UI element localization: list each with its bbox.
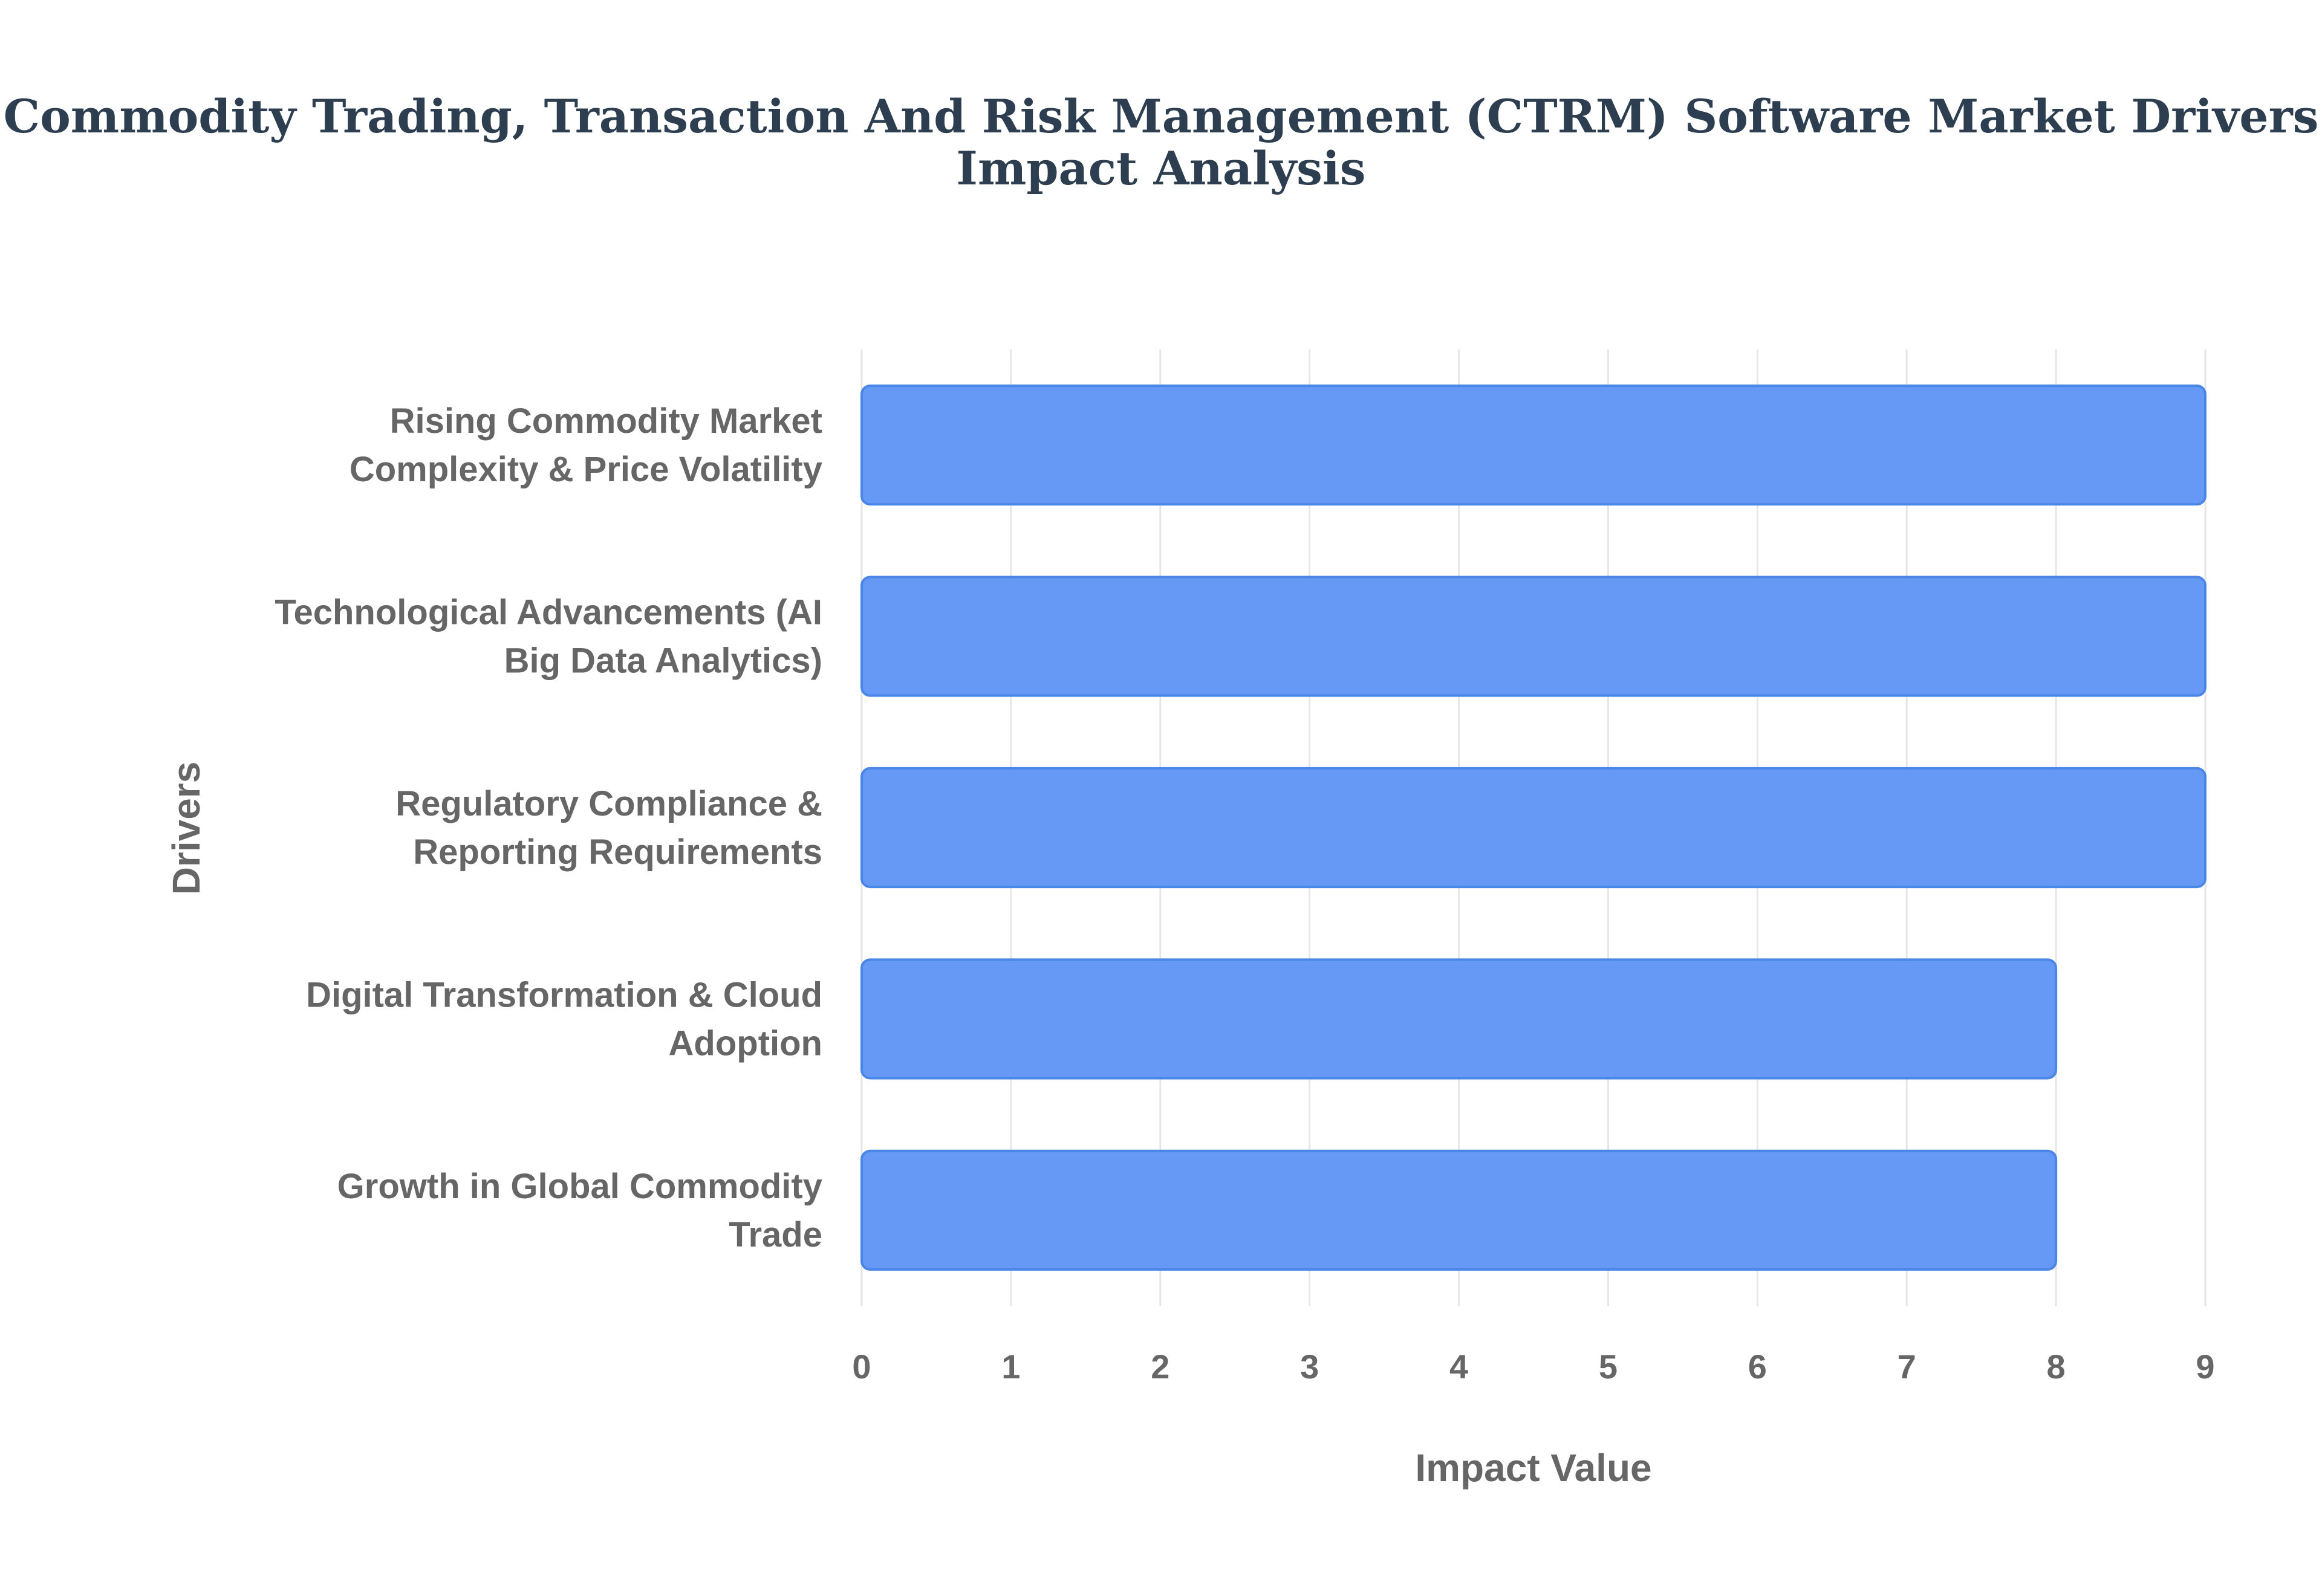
bar-5[interactable] bbox=[860, 1149, 2058, 1271]
bar-3[interactable] bbox=[860, 767, 2207, 889]
y-axis-category-labels: Rising Commodity Market Complexity & Pric… bbox=[275, 401, 822, 1254]
x-tick-label-8: 8 bbox=[2047, 1348, 2066, 1386]
bar-1[interactable] bbox=[860, 384, 2207, 506]
x-axis-ticks: 0 1 2 3 4 5 6 7 8 9 bbox=[852, 1348, 2214, 1386]
chart-title-line-1: Commodity Trading, Transaction And Risk … bbox=[3, 89, 2319, 143]
x-tick-label-1: 1 bbox=[1001, 1348, 1020, 1386]
x-tick-label-7: 7 bbox=[1898, 1348, 1916, 1386]
category-label-3-line-1: Regulatory Compliance & bbox=[395, 784, 822, 823]
x-tick-label-5: 5 bbox=[1599, 1348, 1618, 1386]
category-label-2-line-2: Big Data Analytics) bbox=[504, 641, 822, 681]
bar-2[interactable] bbox=[860, 576, 2207, 697]
category-label-5-line-1: Growth in Global Commodity bbox=[337, 1167, 822, 1206]
x-tick-label-9: 9 bbox=[2196, 1348, 2214, 1386]
x-axis-title: Impact Value bbox=[1415, 1446, 1651, 1490]
bars bbox=[860, 384, 2207, 1271]
x-tick-label-0: 0 bbox=[852, 1348, 871, 1386]
category-label-4-line-2: Adoption bbox=[669, 1023, 822, 1063]
x-tick-label-4: 4 bbox=[1449, 1348, 1468, 1386]
category-label-5-line-2: Trade bbox=[729, 1215, 822, 1254]
chart-title-line-2: Impact Analysis bbox=[956, 141, 1366, 195]
bar-4[interactable] bbox=[860, 958, 2058, 1080]
x-tick-label-2: 2 bbox=[1151, 1348, 1169, 1386]
category-label-2-line-1: Technological Advancements (AI bbox=[275, 593, 822, 632]
x-tick-label-6: 6 bbox=[1748, 1348, 1767, 1386]
y-axis-title: Drivers bbox=[164, 762, 208, 895]
category-label-1-line-2: Complexity & Price Volatility bbox=[350, 450, 822, 489]
category-label-3-line-2: Reporting Requirements bbox=[413, 832, 822, 872]
category-label-4-line-1: Digital Transformation & Cloud bbox=[306, 975, 822, 1014]
chart-title: Commodity Trading, Transaction And Risk … bbox=[0, 91, 2322, 195]
category-label-1-line-1: Rising Commodity Market bbox=[390, 401, 822, 441]
x-tick-label-3: 3 bbox=[1300, 1348, 1319, 1386]
